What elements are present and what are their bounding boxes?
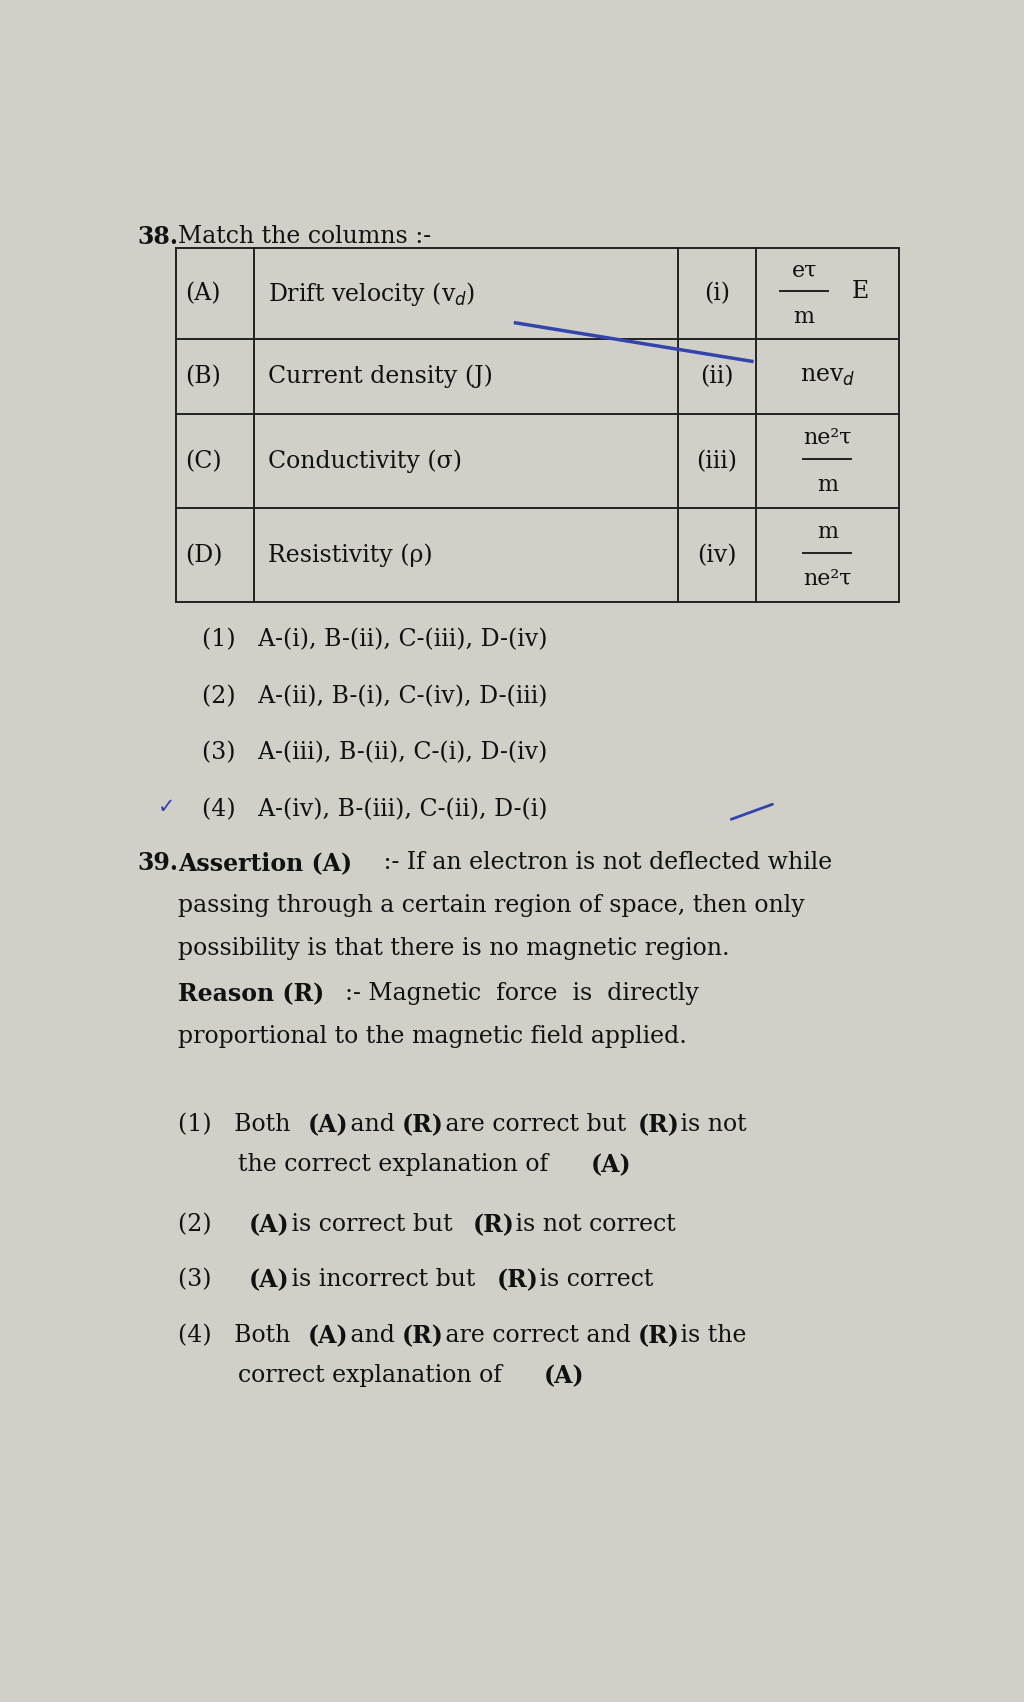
Text: ne²τ: ne²τ xyxy=(803,567,852,589)
Text: (R): (R) xyxy=(638,1113,680,1137)
Text: is incorrect but: is incorrect but xyxy=(285,1268,483,1292)
Text: Assertion (A): Assertion (A) xyxy=(178,851,352,875)
Text: Reason (R): Reason (R) xyxy=(178,982,325,1006)
Text: (1)   A-(i), B-(ii), C-(iii), D-(iv): (1) A-(i), B-(ii), C-(iii), D-(iv) xyxy=(202,628,547,650)
Text: m: m xyxy=(817,473,838,495)
Text: is the: is the xyxy=(673,1324,746,1346)
Text: :- If an electron is not deflected while: :- If an electron is not deflected while xyxy=(376,851,833,875)
Text: (2)   A-(ii), B-(i), C-(iv), D-(iii): (2) A-(ii), B-(i), C-(iv), D-(iii) xyxy=(202,684,547,708)
Text: correct explanation of: correct explanation of xyxy=(178,1363,510,1387)
Text: Match the columns :-: Match the columns :- xyxy=(178,225,431,248)
Text: (A): (A) xyxy=(249,1214,290,1237)
Text: (R): (R) xyxy=(473,1214,515,1237)
Text: nev$_d$: nev$_d$ xyxy=(800,366,855,388)
Text: (R): (R) xyxy=(402,1113,444,1137)
Text: are correct but: are correct but xyxy=(437,1113,633,1135)
Text: (2): (2) xyxy=(178,1214,234,1236)
Text: passing through a certain region of space, then only: passing through a certain region of spac… xyxy=(178,894,805,917)
Text: (R): (R) xyxy=(638,1324,680,1348)
Text: (C): (C) xyxy=(185,449,222,473)
Text: (A): (A) xyxy=(308,1113,348,1137)
Text: (1)   Both: (1) Both xyxy=(178,1113,298,1135)
Text: (D): (D) xyxy=(185,545,223,567)
Text: possibility is that there is no magnetic region.: possibility is that there is no magnetic… xyxy=(178,938,730,960)
Text: is correct but: is correct but xyxy=(285,1214,461,1236)
Text: and: and xyxy=(343,1324,402,1346)
Text: (A): (A) xyxy=(591,1152,632,1176)
Text: (A): (A) xyxy=(249,1268,290,1292)
Text: (3)   A-(iii), B-(ii), C-(i), D-(iv): (3) A-(iii), B-(ii), C-(i), D-(iv) xyxy=(202,742,547,764)
Text: Resistivity (ρ): Resistivity (ρ) xyxy=(267,543,432,567)
Text: (4)   A-(iv), B-(iii), C-(ii), D-(i): (4) A-(iv), B-(iii), C-(ii), D-(i) xyxy=(202,798,547,822)
Text: the correct explanation of: the correct explanation of xyxy=(178,1152,556,1176)
Text: :- Magnetic  force  is  directly: :- Magnetic force is directly xyxy=(330,982,698,1004)
Text: (i): (i) xyxy=(705,283,730,305)
Text: Drift velocity (v$_d$): Drift velocity (v$_d$) xyxy=(267,279,475,308)
Text: (iii): (iii) xyxy=(696,449,737,473)
Text: (B): (B) xyxy=(185,366,221,388)
Text: (ii): (ii) xyxy=(700,366,734,388)
Text: is not correct: is not correct xyxy=(508,1214,676,1236)
Text: (A): (A) xyxy=(308,1324,348,1348)
Text: ne²τ: ne²τ xyxy=(803,427,852,449)
Text: (R): (R) xyxy=(497,1268,539,1292)
Text: (4)   Both: (4) Both xyxy=(178,1324,298,1346)
Text: (R): (R) xyxy=(402,1324,444,1348)
Text: (3): (3) xyxy=(178,1268,234,1292)
Text: are correct and: are correct and xyxy=(437,1324,638,1346)
Text: ✓: ✓ xyxy=(158,797,175,817)
Text: Conductivity (σ): Conductivity (σ) xyxy=(267,449,462,473)
Text: m: m xyxy=(794,306,815,328)
Text: is not: is not xyxy=(673,1113,746,1135)
Text: is correct: is correct xyxy=(531,1268,653,1292)
Text: E: E xyxy=(851,279,868,303)
Text: proportional to the magnetic field applied.: proportional to the magnetic field appli… xyxy=(178,1025,687,1048)
Text: and: and xyxy=(343,1113,402,1135)
Text: Current density (J): Current density (J) xyxy=(267,364,493,388)
Text: (A): (A) xyxy=(185,283,221,305)
Text: 38.: 38. xyxy=(137,225,178,248)
Text: m: m xyxy=(817,521,838,543)
Text: 39.: 39. xyxy=(137,851,178,875)
Text: (A): (A) xyxy=(544,1363,584,1387)
Text: eτ: eτ xyxy=(792,259,817,281)
Text: (iv): (iv) xyxy=(697,545,736,567)
